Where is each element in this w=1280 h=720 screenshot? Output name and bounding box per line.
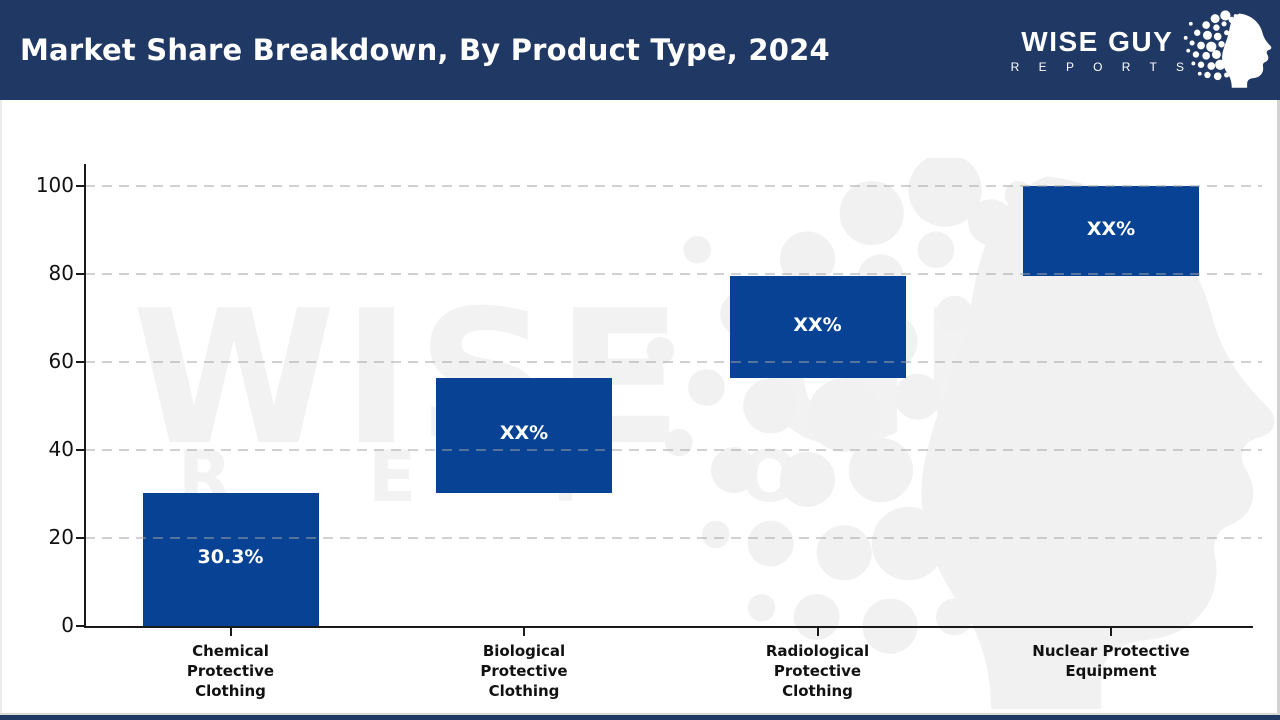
y-axis-tick [76,185,84,187]
bar-value-label: 30.3% [197,546,264,569]
bar-value-label: XX% [1086,218,1136,241]
y-gridline [85,273,1262,275]
x-category-label: Nuclear Protective Equipment [1032,642,1190,680]
x-axis-tick [1110,628,1112,636]
y-gridline [85,537,1262,539]
x-axis [84,626,1253,628]
bar [436,378,612,493]
y-axis-tick [76,449,84,451]
footer-divider [0,713,1280,715]
brand-subtitle: R E P O R T S [1010,60,1192,74]
y-gridline [85,185,1262,187]
x-axis-tick [816,628,819,636]
x-category-label: Radiological Protective Clothing [765,642,870,700]
dotted-face-profile-icon [1183,10,1272,88]
y-axis [84,164,86,628]
y-tick-label: 60 [48,349,74,373]
bar [1023,186,1199,277]
y-axis-tick [76,361,84,363]
x-category-label: Biological Protective Clothing [480,642,568,700]
x-axis-tick [229,628,232,636]
y-tick-label: 80 [48,261,74,285]
header-banner: Market Share Breakdown, By Product Type,… [0,0,1280,100]
bar-value-label: XX% [793,314,842,337]
y-axis-tick [76,537,84,539]
y-axis-tick [76,273,84,275]
page-title: Market Share Breakdown, By Product Type,… [20,33,830,67]
brand-logo-text: WISE GUY R E P O R T S [1003,26,1192,74]
left-border [0,100,2,715]
y-tick-label: 100 [35,173,74,197]
x-axis-tick [523,628,525,636]
x-category-label: Chemical Protective Clothing [186,642,275,700]
y-gridline [85,449,1262,451]
right-border [1277,100,1280,715]
y-gridline [85,361,1262,363]
footer-bar [0,715,1280,720]
brand-logo: WISE GUY R E P O R T S [1003,7,1274,93]
y-tick-label: 0 [61,613,74,637]
bar-value-label: XX% [499,422,549,445]
y-axis-tick [76,625,84,627]
bar [142,492,319,626]
y-tick-label: 20 [48,525,74,549]
brand-name: WISE GUY [1021,26,1174,57]
y-tick-label: 40 [48,437,74,461]
